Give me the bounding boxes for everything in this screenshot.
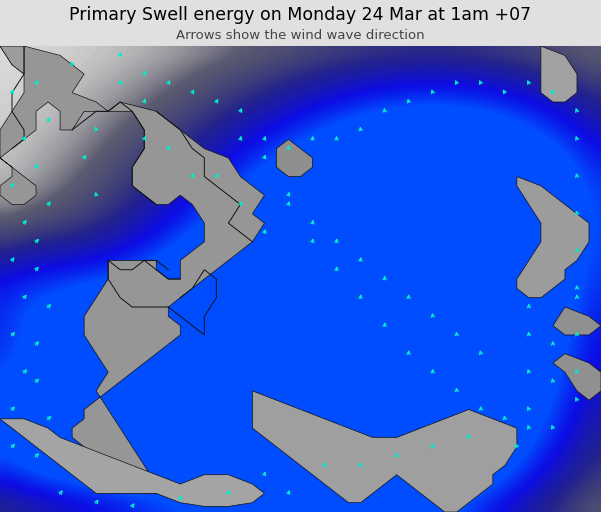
Polygon shape [252, 391, 517, 512]
Polygon shape [553, 307, 601, 335]
Polygon shape [0, 419, 264, 506]
Polygon shape [541, 46, 577, 102]
Text: Arrows show the wind wave direction: Arrows show the wind wave direction [176, 30, 425, 42]
Polygon shape [553, 354, 601, 400]
Polygon shape [276, 139, 313, 177]
Polygon shape [517, 177, 589, 297]
Polygon shape [0, 46, 24, 74]
Text: Primary Swell energy on Monday 24 Mar at 1am +07: Primary Swell energy on Monday 24 Mar at… [70, 6, 531, 24]
Polygon shape [0, 46, 264, 494]
